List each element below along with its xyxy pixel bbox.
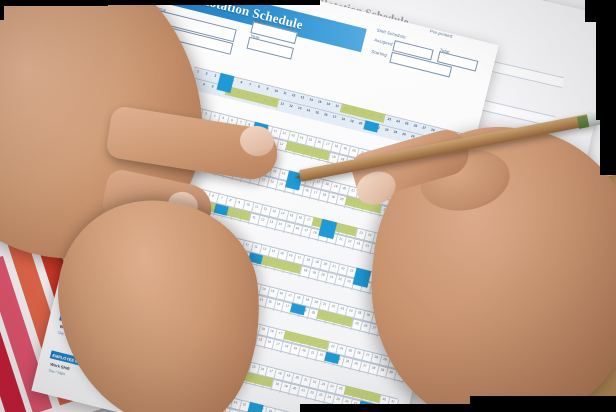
crop-bar-left — [0, 0, 4, 20]
crop-bar-bottom-mid — [300, 404, 470, 412]
crop-bar-right-upper — [585, 0, 616, 22]
form-field-label: Starting — [370, 48, 388, 58]
crop-bar-top-left — [0, 0, 108, 6]
shift-highlight-cyan — [245, 401, 264, 412]
crop-bar-top-mid — [108, 0, 320, 5]
form-field-label: Assigned — [373, 37, 394, 47]
crop-bar-right-mid — [596, 20, 616, 120]
crop-bar-bottom-right — [470, 396, 616, 412]
crop-bar-right-lower — [600, 115, 616, 175]
